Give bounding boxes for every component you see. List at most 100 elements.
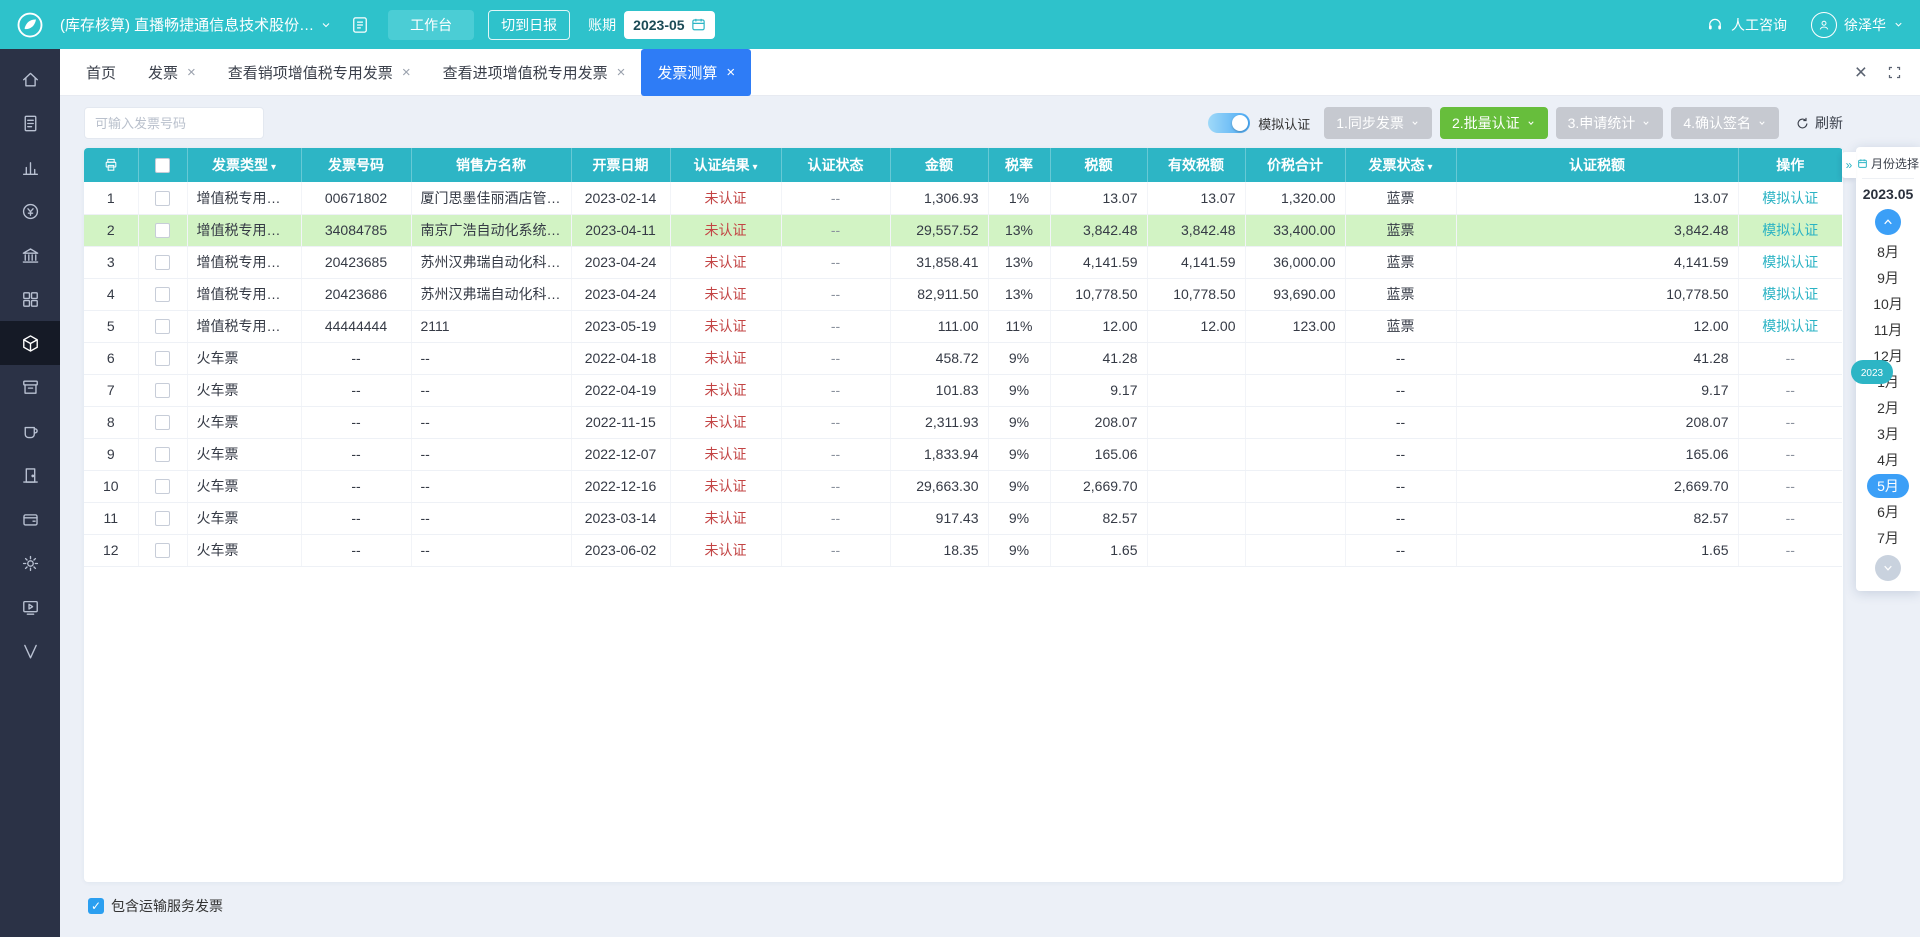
col-header-seller[interactable]: 销售方名称 [411,148,572,182]
cell-action[interactable]: 模拟认证 [1738,214,1842,247]
row-checkbox-cell[interactable] [138,278,188,311]
table-row-10[interactable]: 10 火车票 -- -- 2022-12-16 未认证 -- 29,663.30 9% 2,669… [84,470,1842,503]
col-header-inv_status[interactable]: 发票状态 ▾ [1345,148,1457,182]
simulate-cert-link[interactable]: 模拟认证 [1762,286,1819,302]
tab-close-icon[interactable]: × [401,63,411,81]
table-row-6[interactable]: 6 火车票 -- -- 2022-04-18 未认证 -- 458.72 9% 41.28 -- 41… [84,342,1842,375]
row-checkbox[interactable] [155,351,170,367]
cell-action[interactable]: 模拟认证 [1738,278,1842,311]
table-row-5[interactable]: 5 增值税专用发票 44444444 2111 2023-05-19 未认证 -- 111.0… [84,310,1842,343]
table-row-4[interactable]: 4 增值税专用发票20423686苏州汉弗瑞自动化科技有限…2023-04-24未… [84,278,1842,311]
sidebar-item-invoice[interactable] [0,101,60,145]
col-header-cert_tax[interactable]: 认证税额 [1456,148,1739,182]
col-header-amount[interactable]: 金额 [890,148,989,182]
tab-close-icon[interactable]: × [187,63,196,81]
table-row-9[interactable]: 9 火车票 -- -- 2022-12-07 未认证 -- 1,833.94 9% 165.06-… [84,438,1842,471]
action-button-2[interactable]: 2.批量认证 [1439,107,1548,139]
fullscreen-icon[interactable] [1887,65,1902,80]
action-button-3[interactable]: 3.申请统计 [1555,107,1664,139]
scroll-months-up-button[interactable] [1875,209,1901,235]
row-checkbox-cell[interactable] [138,438,188,471]
sidebar-item-modules[interactable] [0,277,60,321]
tab-4[interactable]: 发票测算 × [641,48,752,96]
tab-3[interactable]: 查看进项增值税专用发票 × [427,49,642,96]
row-checkbox[interactable] [155,383,170,399]
action-button-1[interactable]: 1.同步发票 [1324,107,1432,139]
row-checkbox-cell[interactable] [138,470,188,503]
row-checkbox-cell[interactable] [138,214,188,247]
col-header-no[interactable]: 发票号码 [301,148,412,182]
col-header-action[interactable]: 操作 [1738,148,1842,182]
table-row-2[interactable]: 2 增值税专用发票34084785南京广浩自动化系统有限责…2023-04-11未… [84,214,1842,247]
month-8[interactable]: 8月 [1856,239,1920,265]
select-all-checkbox[interactable] [138,148,188,182]
row-checkbox[interactable] [155,223,170,239]
tab-0[interactable]: 首页 [70,49,132,96]
tab-close-icon[interactable]: × [726,63,736,81]
month-6[interactable]: 6月 [1856,499,1920,525]
table-row-12[interactable]: 12 火车票 -- -- 2023-06-02 未认证 -- 18.35 9% 1.65 -- 1.6… [84,534,1842,567]
table-row-7[interactable]: 7 火车票 -- -- 2022-04-19 未认证 -- 101.83 9% 9.17 -- 9.1… [84,374,1842,407]
month-4[interactable]: 4月 [1856,447,1920,473]
col-header-rate[interactable]: 税率 [988,148,1051,182]
support-link[interactable]: 人工咨询 [1706,15,1787,35]
row-checkbox-cell[interactable] [138,310,188,343]
row-checkbox-cell[interactable] [138,406,188,439]
user-menu[interactable]: 徐泽华 [1811,11,1904,38]
sidebar-item-funds[interactable] [0,189,60,233]
sidebar-item-bank[interactable] [0,233,60,277]
sidebar-item-report[interactable] [0,145,60,189]
row-checkbox[interactable] [155,511,170,527]
month-7[interactable]: 7月 [1856,525,1920,551]
row-checkbox[interactable] [155,543,170,559]
row-checkbox[interactable] [155,479,170,495]
col-header-result[interactable]: 认证结果 ▾ [670,148,782,182]
month-5[interactable]: 5月 [1856,473,1920,499]
sidebar-item-inventory[interactable] [0,321,60,365]
workbench-button[interactable]: 工作台 [388,9,475,40]
simulate-cert-link[interactable]: 模拟认证 [1762,254,1819,270]
sidebar-item-brand[interactable] [0,629,60,673]
sidebar-item-service[interactable] [0,409,60,453]
sidebar-item-home[interactable] [0,57,60,101]
sort-caret-icon[interactable]: ▾ [752,162,758,173]
sidebar-item-exit[interactable] [0,453,60,497]
simulate-cert-toggle[interactable] [1208,113,1251,133]
tab-1[interactable]: 发票 × [132,49,212,96]
cell-action[interactable]: 模拟认证 [1738,182,1842,215]
sort-caret-icon[interactable]: ▾ [1427,162,1433,173]
row-checkbox[interactable] [155,191,170,207]
app-logo[interactable] [0,0,60,49]
sort-caret-icon[interactable]: ▾ [270,162,277,173]
include-transport-checkbox[interactable]: ✓ [88,898,104,914]
row-checkbox-cell[interactable] [138,246,188,279]
table-row-11[interactable]: 11 火车票 -- -- 2023-03-14 未认证 -- 917.43 9% 82.57 -- 8… [84,502,1842,535]
cell-action[interactable]: 模拟认证 [1738,246,1842,279]
tab-2[interactable]: 查看销项增值税专用发票 × [212,49,427,96]
table-row-1[interactable]: 1 增值税专用发票00671802厦门思墨佳丽酒店管理有限…2023-02-14未… [84,182,1842,215]
month-2[interactable]: 2月 [1856,395,1920,421]
col-header-valid_tax[interactable]: 有效税额 [1147,148,1246,182]
col-header-date[interactable]: 开票日期 [571,148,671,182]
period-selector[interactable]: 2023-05 [624,10,715,39]
col-header-status[interactable]: 认证状态 [781,148,891,182]
col-header-tax[interactable]: 税额 [1050,148,1148,182]
close-tabs-icon[interactable]: × [1854,60,1867,84]
table-row-8[interactable]: 8 火车票 -- -- 2022-11-15 未认证 -- 2,311.93 9% 208.07-… [84,406,1842,439]
row-checkbox-cell[interactable] [138,502,188,535]
col-header-type[interactable]: 发票类型 ▾ [187,148,302,182]
sidebar-item-wallet[interactable] [0,497,60,541]
row-checkbox[interactable] [155,287,170,303]
bulletin-icon[interactable] [350,15,370,35]
col-header-total[interactable]: 价税合计 [1245,148,1346,182]
action-button-4[interactable]: 4.确认签名 [1671,107,1779,139]
sidebar-item-settings[interactable] [0,541,60,585]
scroll-months-down-button[interactable] [1875,555,1901,581]
row-checkbox-cell[interactable] [138,534,188,567]
company-selector[interactable]: (库存核算) 直播畅捷通信息技术股份… [60,14,332,35]
cell-action[interactable]: 模拟认证 [1738,310,1842,343]
print-column-header[interactable] [84,148,139,182]
tab-close-icon[interactable]: × [616,63,626,81]
search-input[interactable] [95,115,271,131]
month-11[interactable]: 11月 [1856,317,1920,343]
